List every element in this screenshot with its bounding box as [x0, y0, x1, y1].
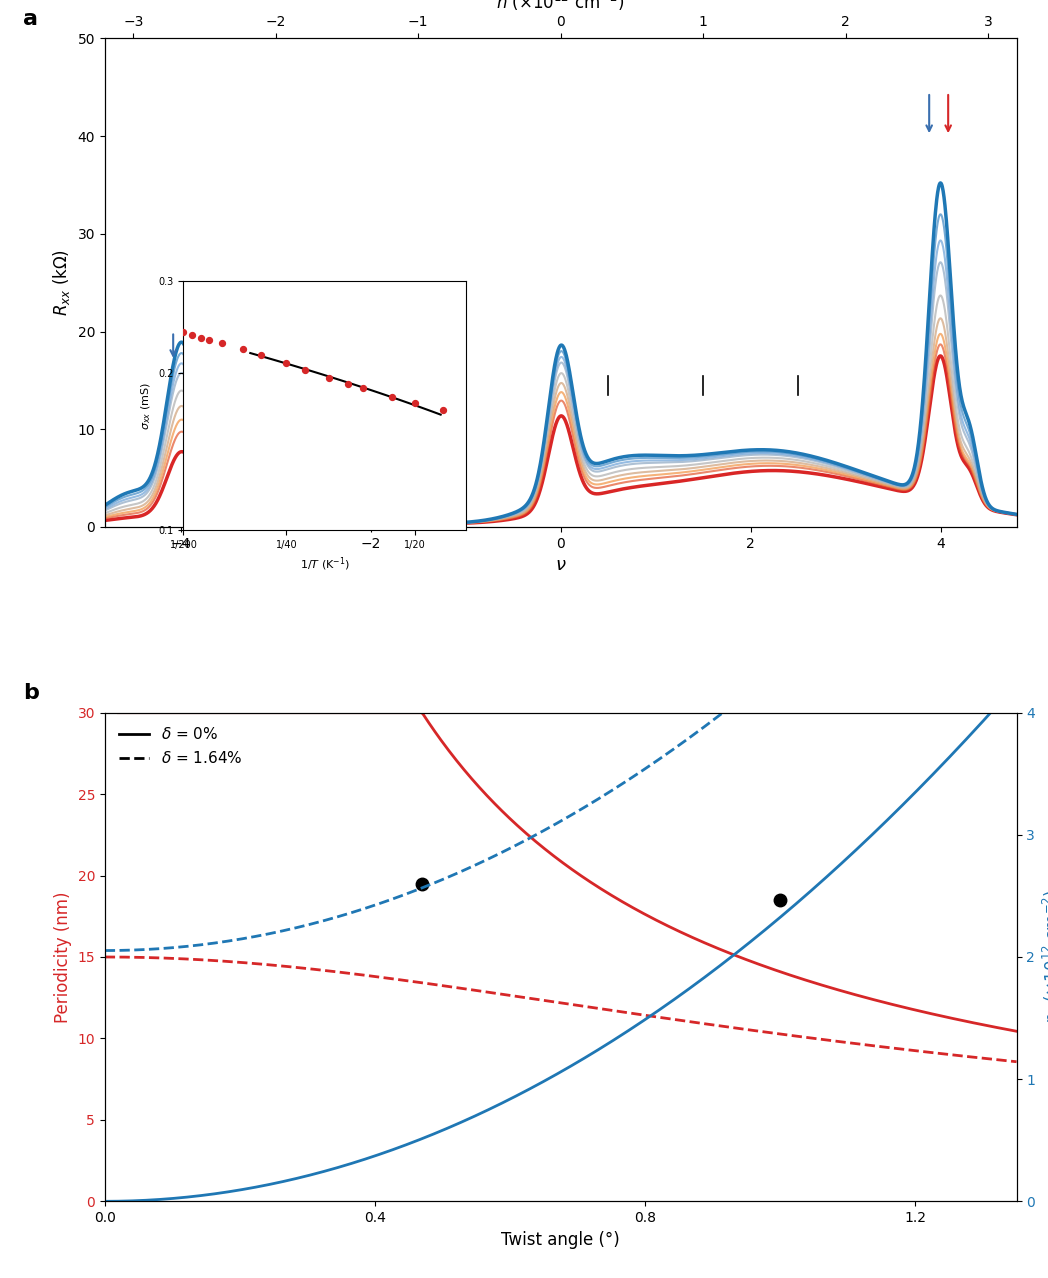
Text: a: a — [23, 9, 38, 28]
Point — [384, 387, 400, 408]
Point — [192, 327, 209, 348]
Text: 5 K: 5 K — [366, 426, 391, 440]
Text: b: b — [23, 682, 39, 703]
Point — [297, 359, 313, 380]
Point — [545, 417, 562, 437]
Point — [321, 368, 337, 389]
Y-axis label: $n_s$ (×10$^{12}$ cm$^{-2}$): $n_s$ (×10$^{12}$ cm$^{-2}$) — [1041, 889, 1048, 1025]
Point — [183, 325, 200, 345]
Point — [435, 400, 452, 420]
Point — [792, 447, 809, 468]
X-axis label: $\nu$: $\nu$ — [554, 556, 567, 574]
Point — [663, 431, 680, 451]
Y-axis label: $R_{xx}$ (kΩ): $R_{xx}$ (kΩ) — [51, 249, 72, 316]
Legend: $\delta$ = 0%, $\delta$ = 1.64%: $\delta$ = 0%, $\delta$ = 1.64% — [112, 721, 249, 772]
Point — [201, 330, 218, 350]
Point — [214, 334, 231, 354]
Point — [407, 394, 423, 414]
Y-axis label: Periodicity (nm): Periodicity (nm) — [53, 891, 72, 1022]
Point — [355, 378, 372, 399]
X-axis label: 1/$T$ (K$^{-1}$): 1/$T$ (K$^{-1}$) — [300, 556, 350, 574]
X-axis label: Twist angle (°): Twist angle (°) — [501, 1231, 620, 1249]
Point — [235, 339, 252, 359]
Point — [175, 322, 192, 343]
Point — [340, 373, 356, 394]
X-axis label: $n$ (×10$^{12}$ cm$^{-2}$): $n$ (×10$^{12}$ cm$^{-2}$) — [497, 0, 625, 13]
Text: 80 K: 80 K — [366, 383, 400, 397]
Point — [493, 408, 509, 428]
Point — [253, 344, 269, 364]
Y-axis label: $\sigma_{xx}$ (mS): $\sigma_{xx}$ (mS) — [139, 382, 153, 429]
Point — [278, 353, 294, 373]
